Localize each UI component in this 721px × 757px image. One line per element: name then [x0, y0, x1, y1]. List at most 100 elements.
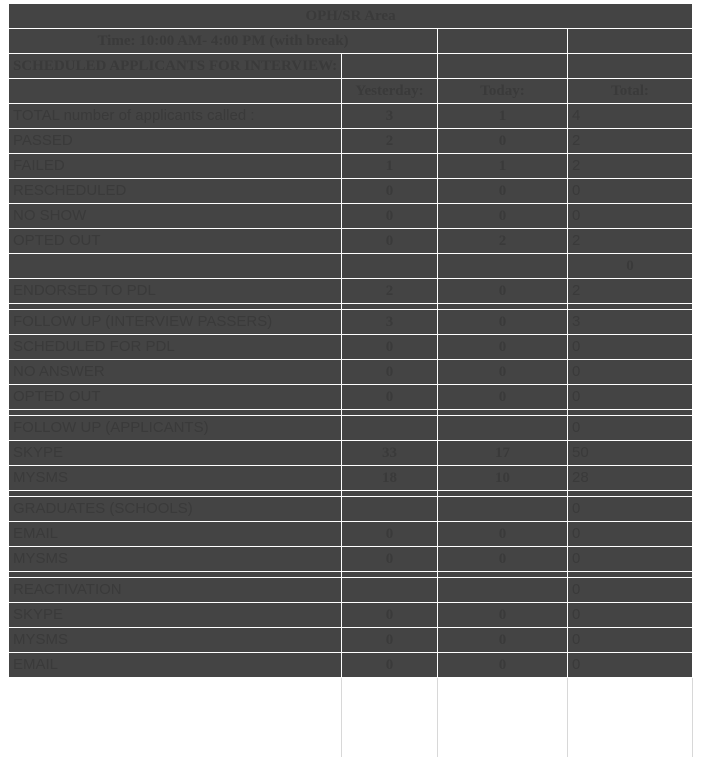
cell-yesterday[interactable]: 2 [341, 128, 438, 154]
cell-total[interactable]: 0 [566, 384, 694, 410]
cell-yesterday[interactable]: 18 [341, 465, 438, 491]
cell-today[interactable]: 0 [437, 128, 568, 154]
cell-today[interactable]: 0 [437, 203, 568, 229]
row-label[interactable]: GRADUATES (SCHOOLS) [8, 496, 342, 522]
cell-total[interactable]: 2 [566, 228, 694, 254]
cell-total[interactable]: 2 [566, 153, 694, 179]
table-body: OPH/SR Area Time: 10:00 AM- 4:00 PM (wit… [7, 3, 694, 678]
cell-today[interactable]: 0 [437, 359, 568, 385]
cell-today[interactable]: 0 [437, 334, 568, 360]
cell-total[interactable]: 0 [566, 359, 694, 385]
cell-today[interactable] [437, 253, 568, 279]
cell-yesterday[interactable]: 0 [341, 359, 438, 385]
row-label[interactable]: SKYPE [8, 602, 342, 628]
cell-total[interactable]: 0 [566, 496, 694, 522]
scheduled-applicants-heading: SCHEDULED APPLICANTS FOR INTERVIEW: [8, 53, 342, 79]
cell-yesterday[interactable]: 0 [341, 627, 438, 653]
cell-total[interactable]: 0 [566, 627, 694, 653]
section-heading-row: SCHEDULED APPLICANTS FOR INTERVIEW: [8, 53, 694, 79]
cell-total[interactable]: 0 [566, 253, 694, 279]
cell-today[interactable]: 0 [437, 178, 568, 204]
row-label[interactable]: ENDORSED TO PDL [8, 278, 342, 304]
cell-total[interactable]: 4 [566, 103, 694, 129]
cell-total[interactable]: 3 [566, 309, 694, 335]
cell-total[interactable]: 0 [566, 178, 694, 204]
row-label[interactable]: OPTED OUT [8, 228, 342, 254]
cell-total[interactable]: 0 [566, 602, 694, 628]
row-label[interactable]: MYSMS [8, 627, 342, 653]
row-label[interactable]: SCHEDULED FOR PDL [8, 334, 342, 360]
row-label[interactable]: OPTED OUT [8, 384, 342, 410]
cell-yesterday[interactable]: 0 [341, 546, 438, 572]
cell-today[interactable] [437, 415, 568, 441]
cell-yesterday[interactable]: 2 [341, 278, 438, 304]
table-row: GRADUATES (SCHOOLS) 0 [8, 496, 694, 522]
cell-today[interactable] [437, 577, 568, 603]
cell-today[interactable]: 0 [437, 521, 568, 547]
cell-yesterday[interactable] [341, 415, 438, 441]
cell-yesterday[interactable]: 0 [341, 228, 438, 254]
row-label[interactable]: SKYPE [8, 440, 342, 466]
cell-today[interactable] [437, 496, 568, 522]
row-label[interactable]: PASSED [8, 128, 342, 154]
row-label[interactable]: FOLLOW UP (APPLICANTS) [8, 415, 342, 441]
row-label[interactable]: TOTAL number of applicants called : [8, 103, 342, 129]
cell-total[interactable]: 2 [566, 278, 694, 304]
cell-yesterday[interactable]: 1 [341, 153, 438, 179]
table-row: REACTIVATION 0 [8, 577, 694, 603]
cell-yesterday[interactable]: 0 [341, 203, 438, 229]
cell-today[interactable]: 0 [437, 309, 568, 335]
time-row-cell-3 [566, 28, 694, 54]
row-label[interactable]: EMAIL [8, 521, 342, 547]
cell-today[interactable]: 0 [437, 602, 568, 628]
cell-yesterday[interactable]: 0 [341, 521, 438, 547]
cell-yesterday[interactable] [341, 496, 438, 522]
row-label[interactable]: RESCHEDULED [8, 178, 342, 204]
row-label[interactable]: EMAIL [8, 652, 342, 678]
cell-yesterday[interactable]: 0 [341, 334, 438, 360]
cell-today[interactable]: 17 [437, 440, 568, 466]
cell-today[interactable]: 0 [437, 546, 568, 572]
row-label[interactable]: NO ANSWER [8, 359, 342, 385]
cell-total[interactable]: 0 [566, 415, 694, 441]
row-label[interactable]: REACTIVATION [8, 577, 342, 603]
row-label[interactable] [8, 253, 342, 279]
row-label[interactable]: NO SHOW [8, 203, 342, 229]
cell-total[interactable]: 28 [566, 465, 694, 491]
cell-yesterday[interactable]: 3 [341, 103, 438, 129]
cell-total[interactable]: 0 [566, 546, 694, 572]
cell-yesterday[interactable] [341, 577, 438, 603]
cell-total[interactable]: 2 [566, 128, 694, 154]
cell-total[interactable]: 0 [566, 203, 694, 229]
cell-total[interactable]: 0 [566, 652, 694, 678]
cell-total[interactable]: 50 [566, 440, 694, 466]
cell-today[interactable]: 0 [437, 627, 568, 653]
row-label[interactable]: MYSMS [8, 546, 342, 572]
cell-yesterday[interactable]: 33 [341, 440, 438, 466]
cell-today[interactable]: 1 [437, 153, 568, 179]
cell-yesterday[interactable]: 0 [341, 602, 438, 628]
cell-yesterday[interactable]: 0 [341, 178, 438, 204]
section-heading-cell-3 [437, 53, 568, 79]
cell-total[interactable]: 0 [566, 577, 694, 603]
cell-today[interactable]: 0 [437, 278, 568, 304]
cell-yesterday[interactable]: 0 [341, 384, 438, 410]
cell-total[interactable]: 0 [566, 521, 694, 547]
cell-yesterday[interactable]: 3 [341, 309, 438, 335]
column-header-label [8, 78, 342, 104]
table-row: MYSMS 0 0 0 [8, 546, 694, 572]
table-row: FAILED 1 1 2 [8, 153, 694, 179]
time-label: Time: 10:00 AM- 4:00 PM (with break) [8, 28, 438, 54]
row-label[interactable]: FAILED [8, 153, 342, 179]
page-title: OPH/SR Area [7, 3, 694, 29]
cell-today[interactable]: 10 [437, 465, 568, 491]
cell-today[interactable]: 0 [437, 384, 568, 410]
row-label[interactable]: MYSMS [8, 465, 342, 491]
cell-total[interactable]: 0 [566, 334, 694, 360]
cell-today[interactable]: 0 [437, 652, 568, 678]
cell-yesterday[interactable] [341, 253, 438, 279]
row-label[interactable]: FOLLOW UP (INTERVIEW PASSERS) [8, 309, 342, 335]
cell-yesterday[interactable]: 0 [341, 652, 438, 678]
cell-today[interactable]: 2 [437, 228, 568, 254]
cell-today[interactable]: 1 [437, 103, 568, 129]
